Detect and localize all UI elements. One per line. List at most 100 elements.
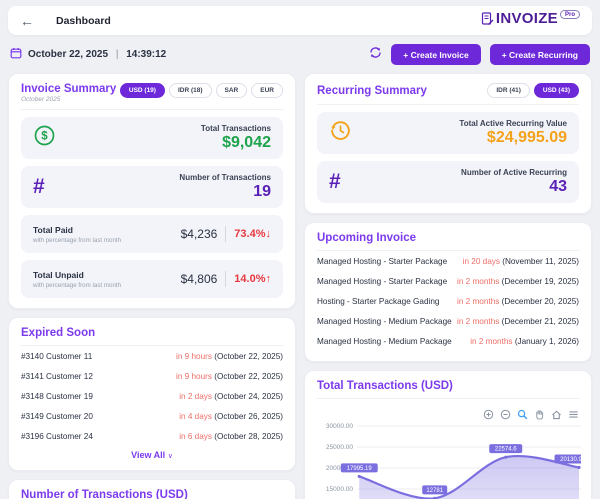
tab-eur[interactable]: EUR	[251, 83, 283, 98]
tab-idr-recurring[interactable]: IDR (41)	[487, 83, 530, 98]
sub-bar: October 22, 2025 | 14:39:12 + Create Inv…	[10, 44, 590, 65]
total-transactions-chart-card: Total Transactions (USD)	[304, 370, 592, 499]
total-unpaid-percent: 14.0%↑	[234, 273, 271, 285]
due-in: in 4 days	[179, 412, 212, 421]
total-paid-percent: 73.4%↓	[234, 228, 271, 240]
dollar-coin-icon: $	[33, 124, 56, 152]
invoice-summary-card: Invoice Summary October 2025 USD (19) ID…	[8, 73, 296, 309]
tab-usd-recurring[interactable]: USD (43)	[534, 83, 579, 98]
search-icon[interactable]	[517, 407, 528, 418]
percent-value: 14.0%	[234, 273, 265, 285]
recurring-summary-card: Recurring Summary IDR (41) USD (43) Tota…	[304, 73, 592, 214]
invoice-name: #3196 Customer 24	[21, 432, 93, 441]
invoice-name: Managed Hosting - Starter Package	[317, 277, 447, 286]
due-date: (October 26, 2025)	[214, 412, 283, 421]
due-date: (October 22, 2025)	[214, 372, 283, 381]
brand-name: INVOIZE	[496, 11, 558, 26]
list-item: #3196 Customer 24 in 6 days (October 28,…	[21, 426, 283, 446]
invoice-name: Managed Hosting - Medium Package	[317, 317, 452, 326]
arrow-up-icon: ↑	[266, 273, 272, 285]
due-date: (December 19, 2025)	[502, 277, 579, 286]
menu-icon[interactable]	[568, 407, 579, 418]
brand-logo: INVOIZE Pro	[481, 11, 580, 30]
total-paid-value: $4,236	[181, 227, 218, 241]
refresh-icon[interactable]	[369, 46, 382, 64]
history-clock-icon	[329, 119, 352, 147]
time-value: 14:39:12	[126, 49, 166, 60]
total-paid-row: Total Paid with percentage from last mon…	[21, 215, 283, 253]
list-item: #3149 Customer 20 in 4 days (October 26,…	[21, 406, 283, 426]
zoom-in-icon[interactable]	[483, 407, 494, 418]
svg-text:20130.9: 20130.9	[560, 457, 581, 463]
create-recurring-button[interactable]: + Create Recurring	[490, 44, 590, 65]
due-in: in 2 days	[179, 392, 212, 401]
due-in: in 20 days	[463, 257, 500, 266]
create-invoice-button[interactable]: + Create Invoice	[391, 44, 480, 65]
recurring-summary-title: Recurring Summary	[317, 85, 427, 97]
total-unpaid-sublabel: with percentage from last month	[33, 282, 121, 289]
due-in: in 6 days	[179, 432, 212, 441]
view-all-link[interactable]: View All ∨	[21, 450, 283, 460]
current-date: October 22, 2025 | 14:39:12	[28, 49, 166, 60]
invoice-name: #3148 Customer 19	[21, 392, 93, 401]
number-of-transactions-stat: # Number of Transactions 19	[21, 166, 283, 208]
list-item: #3148 Customer 19 in 2 days (October 24,…	[21, 386, 283, 406]
pan-hand-icon[interactable]	[534, 407, 545, 418]
upcoming-invoice-title: Upcoming Invoice	[317, 232, 579, 244]
tab-idr[interactable]: IDR (18)	[169, 83, 212, 98]
tab-sar[interactable]: SAR	[216, 83, 248, 98]
stat-label: Total Transactions	[201, 124, 271, 133]
total-transactions-chart-title: Total Transactions (USD)	[317, 380, 579, 392]
percent-value: 73.4%	[234, 228, 265, 240]
list-item: Managed Hosting - Starter Package in 2 m…	[317, 271, 579, 291]
divider	[225, 226, 226, 242]
expired-soon-card: Expired Soon #3140 Customer 11 in 9 hour…	[8, 317, 296, 471]
due-date: (October 22, 2025)	[214, 352, 283, 361]
due-in: in 9 hours	[176, 372, 212, 381]
svg-text:$: $	[41, 131, 48, 143]
list-item: Managed Hosting - Starter Package in 20 …	[317, 251, 579, 271]
svg-text:22574.6: 22574.6	[495, 447, 517, 453]
invoice-summary-title: Invoice Summary	[21, 83, 116, 95]
tab-usd[interactable]: USD (19)	[120, 83, 165, 98]
svg-text:25000.00: 25000.00	[326, 444, 353, 451]
number-of-transactions-chart-card: Number of Transactions (USD)	[8, 479, 296, 499]
due-date: (January 1, 2026)	[515, 337, 579, 346]
due-date: (December 20, 2025)	[502, 297, 579, 306]
divider	[317, 398, 579, 399]
total-paid-sublabel: with percentage from last month	[33, 237, 121, 244]
upcoming-invoice-card: Upcoming Invoice Managed Hosting - Start…	[304, 222, 592, 362]
invoice-name: #3149 Customer 20	[21, 412, 93, 421]
divider	[21, 109, 283, 110]
due-in: in 2 months	[457, 297, 499, 306]
total-active-recurring-stat: Total Active Recurring Value $24,995.09	[317, 112, 579, 154]
due-in: in 2 months	[457, 317, 499, 326]
due-in: in 2 months	[470, 337, 512, 346]
invoice-summary-subtitle: October 2025	[21, 96, 116, 103]
svg-text:30000.00: 30000.00	[326, 423, 353, 430]
invoice-name: #3140 Customer 11	[21, 352, 92, 361]
chart-plot-area[interactable]: 30000.0025000.0020000.0015000.0010000.00…	[317, 421, 579, 499]
area-chart: 30000.0025000.0020000.0015000.0010000.00…	[317, 421, 581, 499]
svg-text:12781: 12781	[426, 488, 443, 494]
total-active-recurring-value: $24,995.09	[459, 129, 567, 147]
due-in: in 9 hours	[176, 352, 212, 361]
total-unpaid-row: Total Unpaid with percentage from last m…	[21, 260, 283, 298]
home-icon[interactable]	[551, 407, 562, 418]
back-arrow-icon[interactable]: ←	[20, 13, 34, 29]
recurring-currency-tabs: IDR (41) USD (43)	[487, 83, 579, 98]
total-paid-label: Total Paid	[33, 225, 121, 235]
chevron-down-icon: ∨	[168, 453, 173, 460]
date-separator: |	[116, 49, 119, 60]
list-item: #3141 Customer 12 in 9 hours (October 22…	[21, 366, 283, 386]
invoice-name: #3141 Customer 12	[21, 372, 93, 381]
list-item: Managed Hosting - Medium Package in 2 mo…	[317, 331, 579, 351]
calendar-icon	[10, 46, 22, 64]
divider	[317, 104, 579, 105]
chart-toolbar	[317, 407, 579, 418]
invoice-name: Managed Hosting - Starter Package	[317, 257, 447, 266]
zoom-out-icon[interactable]	[500, 407, 511, 418]
due-date: (October 24, 2025)	[214, 392, 283, 401]
list-item: Managed Hosting - Medium Package in 2 mo…	[317, 311, 579, 331]
arrow-down-icon: ↓	[266, 228, 272, 240]
